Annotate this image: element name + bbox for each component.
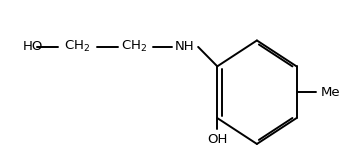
Text: Me: Me xyxy=(321,86,341,99)
Text: NH: NH xyxy=(175,40,195,53)
Text: HO: HO xyxy=(23,40,43,53)
Text: CH$_2$: CH$_2$ xyxy=(121,39,147,54)
Text: CH$_2$: CH$_2$ xyxy=(64,39,90,54)
Text: OH: OH xyxy=(207,133,228,146)
